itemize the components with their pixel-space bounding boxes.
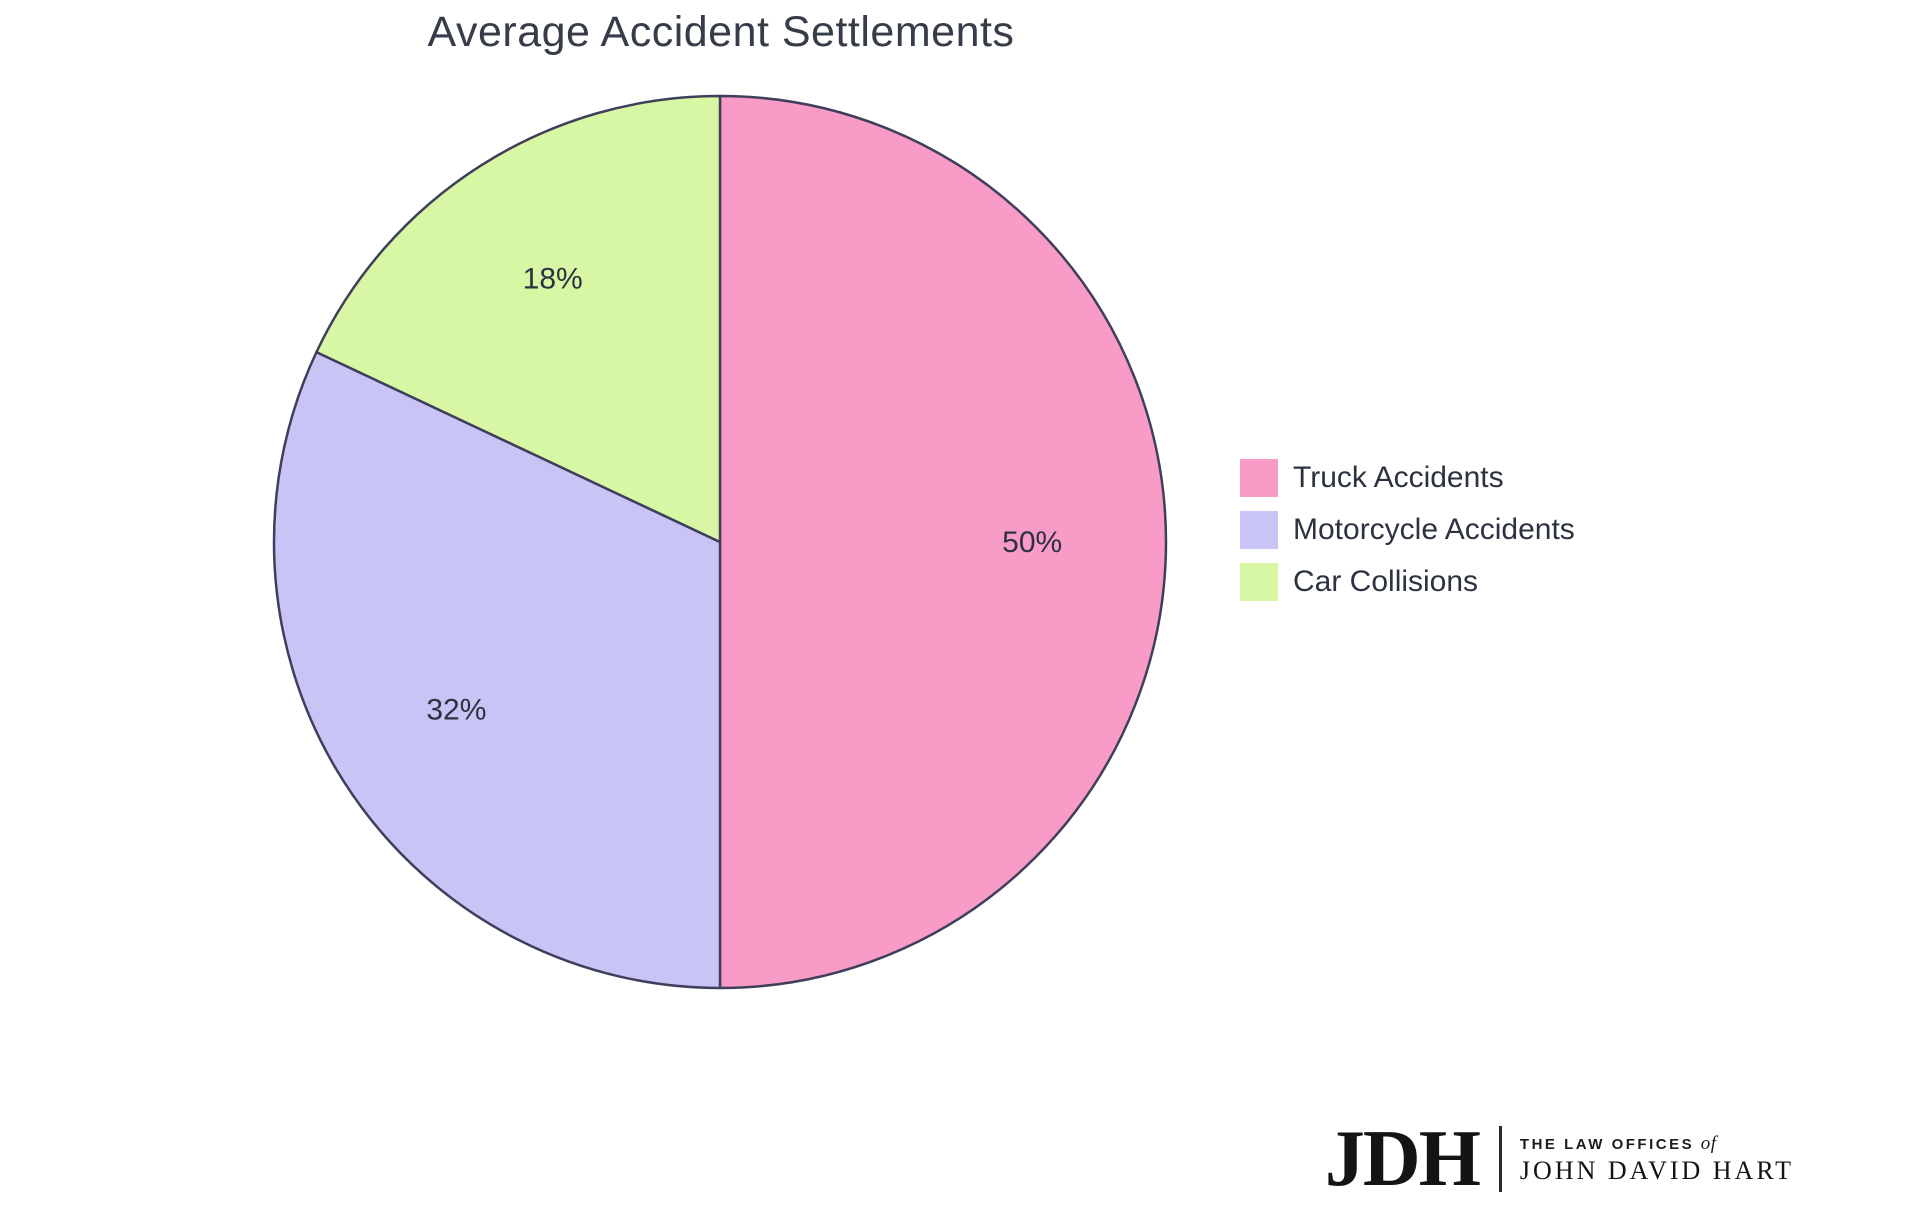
law-firm-logo: JDH THE LAW OFFICES of JOHN DAVID HART [1325,1119,1794,1199]
chart-title: Average Accident Settlements [427,8,1015,56]
pie-slice-percent-label: 32% [426,693,486,726]
firm-prefix-of: of [1700,1133,1717,1154]
legend-item-label: Car Collisions [1293,565,1479,598]
pie-chart: 50% 32% 18% [272,94,1168,990]
legend-item-truck-accidents[interactable]: Truck Accidents [1240,459,1575,497]
jdh-monogram-logo: JDH [1324,1115,1481,1203]
legend-swatch-icon [1240,563,1278,601]
pie-slice-motorcycle-accidents[interactable] [272,350,722,990]
firm-prefix-line: THE LAW OFFICES of [1520,1134,1794,1153]
pie-slice-percent-label: 18% [523,262,583,295]
legend: Truck Accidents Motorcycle Accidents Car… [1240,459,1575,615]
pie-slice-percent-label: 50% [1002,526,1062,559]
legend-swatch-icon [1240,459,1278,497]
legend-item-motorcycle-accidents[interactable]: Motorcycle Accidents [1240,511,1575,549]
legend-item-car-collisions[interactable]: Car Collisions [1240,563,1575,601]
firm-prefix-text: THE LAW OFFICES [1519,1136,1695,1153]
pie-slice-truck-accidents[interactable] [718,94,1168,990]
firm-name-block: THE LAW OFFICES of JOHN DAVID HART [1520,1134,1794,1184]
firm-name-text: JOHN DAVID HART [1519,1156,1794,1185]
pie-slice-car-collisions[interactable] [315,94,722,544]
legend-swatch-icon [1240,511,1278,549]
logo-divider [1498,1126,1502,1192]
legend-item-label: Motorcycle Accidents [1293,513,1575,546]
legend-item-label: Truck Accidents [1293,461,1504,494]
